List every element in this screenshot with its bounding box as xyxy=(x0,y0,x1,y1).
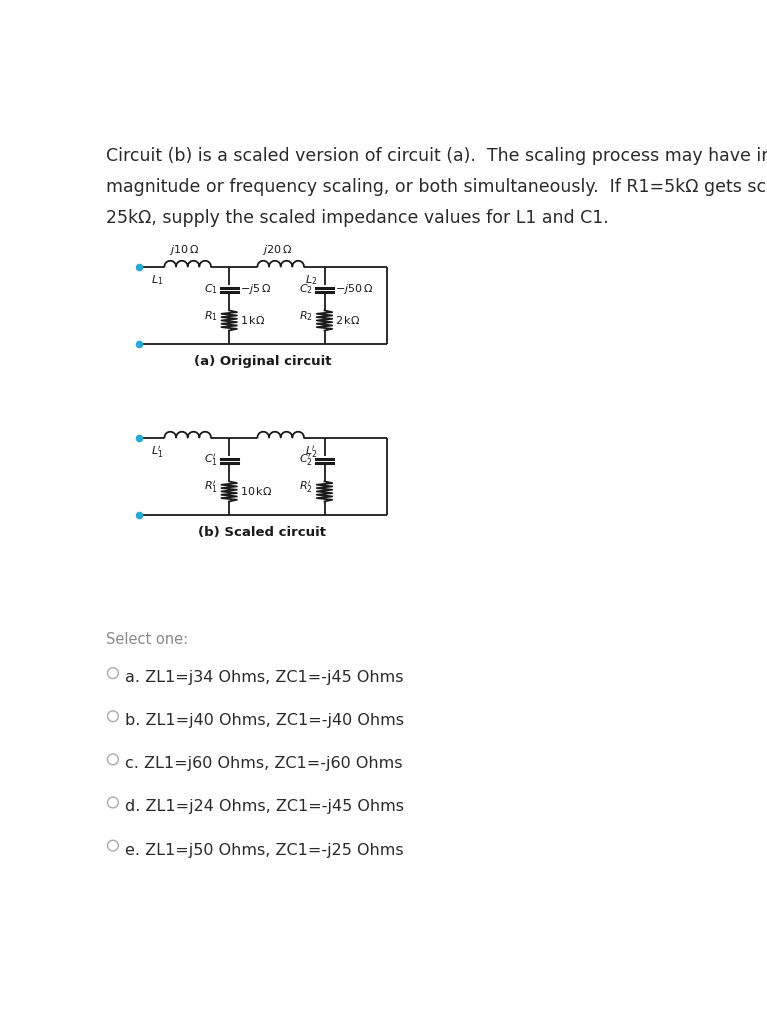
Text: d. ZL1=j24 Ohms, ZC1=-j45 Ohms: d. ZL1=j24 Ohms, ZC1=-j45 Ohms xyxy=(125,800,404,814)
Text: magnitude or frequency scaling, or both simultaneously.  If R1=5kΩ gets scaled t: magnitude or frequency scaling, or both … xyxy=(106,178,767,196)
Text: $L_2$: $L_2$ xyxy=(304,273,317,287)
Text: $R_1$: $R_1$ xyxy=(203,309,218,323)
Text: $L_1$: $L_1$ xyxy=(151,273,163,287)
Text: Circuit (b) is a scaled version of circuit (a).  The scaling process may have in: Circuit (b) is a scaled version of circu… xyxy=(106,147,767,166)
Text: a. ZL1=j34 Ohms, ZC1=-j45 Ohms: a. ZL1=j34 Ohms, ZC1=-j45 Ohms xyxy=(125,670,403,685)
Text: c. ZL1=j60 Ohms, ZC1=-j60 Ohms: c. ZL1=j60 Ohms, ZC1=-j60 Ohms xyxy=(125,757,403,771)
Text: $R_2$: $R_2$ xyxy=(299,309,313,323)
Text: $-j50\,\Omega$: $-j50\,\Omega$ xyxy=(335,282,374,296)
Text: (a) Original circuit: (a) Original circuit xyxy=(194,355,331,368)
Text: (b) Scaled circuit: (b) Scaled circuit xyxy=(199,526,327,539)
Text: $10\,\mathrm{k\Omega}$: $10\,\mathrm{k\Omega}$ xyxy=(240,485,272,498)
Text: $C_2$: $C_2$ xyxy=(299,282,313,296)
Text: $L_1'$: $L_1'$ xyxy=(151,444,163,461)
Text: $j10\,\Omega$: $j10\,\Omega$ xyxy=(169,244,199,257)
Text: $R_1'$: $R_1'$ xyxy=(203,479,218,494)
Text: e. ZL1=j50 Ohms, ZC1=-j25 Ohms: e. ZL1=j50 Ohms, ZC1=-j25 Ohms xyxy=(125,843,404,857)
Text: $-j5\,\Omega$: $-j5\,\Omega$ xyxy=(240,282,272,296)
Text: b. ZL1=j40 Ohms, ZC1=-j40 Ohms: b. ZL1=j40 Ohms, ZC1=-j40 Ohms xyxy=(125,713,404,728)
Text: $L_2'$: $L_2'$ xyxy=(304,444,317,461)
Text: $2\,\mathrm{k\Omega}$: $2\,\mathrm{k\Omega}$ xyxy=(335,315,360,327)
Text: $R_2'$: $R_2'$ xyxy=(299,479,313,494)
Text: Select one:: Select one: xyxy=(106,631,188,647)
Text: $C_1$: $C_1$ xyxy=(203,282,218,296)
Text: 25kΩ, supply the scaled impedance values for L1 and C1.: 25kΩ, supply the scaled impedance values… xyxy=(106,209,609,227)
Text: $j20\,\Omega$: $j20\,\Omega$ xyxy=(262,244,292,257)
Text: $1\,\mathrm{k\Omega}$: $1\,\mathrm{k\Omega}$ xyxy=(240,315,265,327)
Text: $C_1'$: $C_1'$ xyxy=(203,452,218,468)
Text: $C_2'$: $C_2'$ xyxy=(299,452,313,468)
